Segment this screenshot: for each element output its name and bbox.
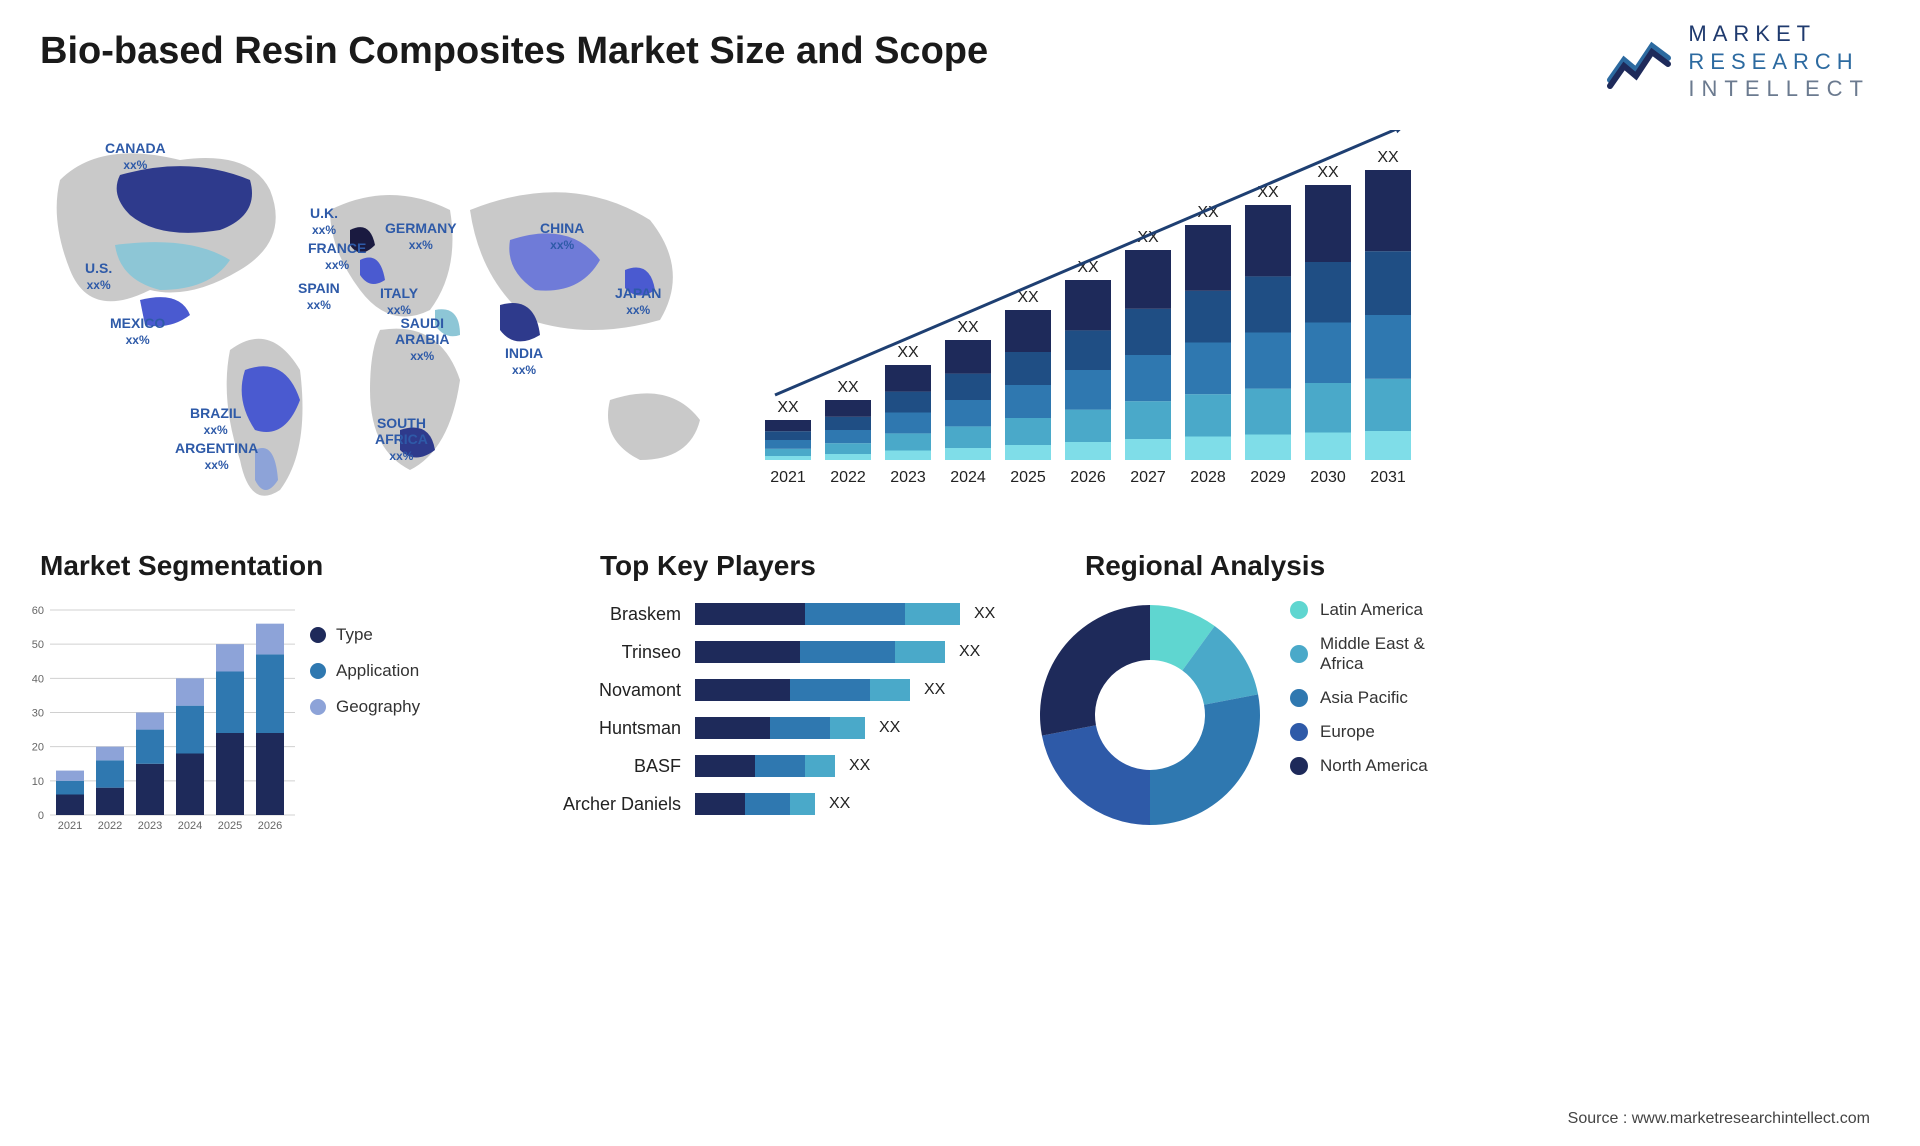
segmentation-svg: 0 10 20 30 40 50 60 2021 2022 2023 2024 2025 2026 — [20, 600, 300, 840]
regional-legend-item: North America — [1290, 756, 1428, 776]
svg-text:2024: 2024 — [950, 469, 986, 486]
regional-legend-item: Middle East &Africa — [1290, 634, 1428, 674]
map-label: CANADAxx% — [105, 140, 166, 173]
regional-title: Regional Analysis — [1085, 550, 1325, 582]
svg-text:2027: 2027 — [1130, 469, 1166, 486]
map-label: BRAZILxx% — [190, 405, 241, 438]
segmentation-title: Market Segmentation — [40, 550, 323, 582]
segmentation-chart: 0 10 20 30 40 50 60 2021 2022 2023 2024 2025 2026 — [20, 600, 300, 840]
key-player-row: NovamontXX — [545, 676, 1005, 704]
regional-legend: Latin America Middle East &Africa Asia Pac… — [1290, 600, 1428, 790]
svg-text:2022: 2022 — [98, 820, 122, 832]
regional-donut — [1035, 600, 1265, 830]
key-player-row: TrinseoXX — [545, 638, 1005, 666]
map-label: CHINAxx% — [540, 220, 584, 253]
svg-text:2028: 2028 — [1190, 469, 1226, 486]
logo-line-2: RESEARCH — [1688, 48, 1870, 76]
map-label: ARGENTINAxx% — [175, 440, 258, 473]
map-label: GERMANYxx% — [385, 220, 457, 253]
svg-text:2025: 2025 — [1010, 469, 1046, 486]
logo-line-1: MARKET — [1688, 20, 1870, 48]
regional-legend-item: Europe — [1290, 722, 1428, 742]
key-player-row: Archer DanielsXX — [545, 790, 1005, 818]
map-label: ITALYxx% — [380, 285, 418, 318]
svg-text:20: 20 — [32, 742, 44, 754]
svg-text:2026: 2026 — [1070, 469, 1106, 486]
svg-text:XX: XX — [777, 399, 799, 416]
regional-legend-item: Latin America — [1290, 600, 1428, 620]
svg-text:XX: XX — [1317, 164, 1339, 181]
key-player-row: HuntsmanXX — [545, 714, 1005, 742]
key-players-list: BraskemXX TrinseoXX NovamontXX HuntsmanXX BA… — [545, 600, 1005, 828]
svg-text:40: 40 — [32, 673, 44, 685]
map-label: SAUDIARABIAxx% — [395, 315, 449, 364]
key-players-title: Top Key Players — [600, 550, 816, 582]
svg-text:XX: XX — [837, 379, 859, 396]
svg-text:60: 60 — [32, 605, 44, 617]
segmentation-legend-item: Geography — [310, 697, 420, 717]
map-label: MEXICOxx% — [110, 315, 165, 348]
svg-text:XX: XX — [1377, 149, 1399, 166]
svg-text:30: 30 — [32, 708, 44, 720]
map-label: SPAINxx% — [298, 280, 340, 313]
segmentation-legend-item: Type — [310, 625, 420, 645]
svg-text:XX: XX — [897, 344, 919, 361]
logo-line-3: INTELLECT — [1688, 75, 1870, 103]
key-player-row: BraskemXX — [545, 600, 1005, 628]
svg-text:2030: 2030 — [1310, 469, 1346, 486]
regional-legend-item: Asia Pacific — [1290, 688, 1428, 708]
svg-text:2022: 2022 — [830, 469, 866, 486]
map-label: U.S.xx% — [85, 260, 112, 293]
svg-text:2024: 2024 — [178, 820, 202, 832]
brand-logo: MARKET RESEARCH INTELLECT — [1606, 20, 1870, 103]
regional-donut-svg — [1035, 600, 1265, 830]
svg-text:XX: XX — [957, 319, 979, 336]
svg-text:10: 10 — [32, 776, 44, 788]
map-label: JAPANxx% — [615, 285, 661, 318]
map-label: FRANCExx% — [308, 240, 366, 273]
map-label: SOUTHAFRICAxx% — [375, 415, 428, 464]
market-size-svg: XX2021XX2022XX2023XX2024XX2025XX2026XX20… — [750, 130, 1430, 500]
world-map: CANADAxx% U.S.xx% MEXICOxx% BRAZILxx%ARGENT… — [30, 120, 730, 520]
svg-text:2026: 2026 — [258, 820, 282, 832]
svg-text:2023: 2023 — [138, 820, 162, 832]
segmentation-legend: Type Application Geography — [310, 625, 420, 733]
svg-text:2021: 2021 — [58, 820, 82, 832]
svg-text:2029: 2029 — [1250, 469, 1286, 486]
segmentation-legend-item: Application — [310, 661, 420, 681]
svg-text:2025: 2025 — [218, 820, 242, 832]
source-credit: Source : www.marketresearchintellect.com — [1568, 1110, 1870, 1128]
market-size-chart: XX2021XX2022XX2023XX2024XX2025XX2026XX20… — [750, 130, 1430, 500]
svg-text:2023: 2023 — [890, 469, 926, 486]
svg-text:0: 0 — [38, 810, 44, 822]
page-title: Bio-based Resin Composites Market Size a… — [40, 30, 988, 73]
logo-icon — [1606, 32, 1674, 90]
key-player-row: BASFXX — [545, 752, 1005, 780]
svg-text:2021: 2021 — [770, 469, 806, 486]
svg-text:50: 50 — [32, 639, 44, 651]
map-label: INDIAxx% — [505, 345, 543, 378]
map-label: U.K.xx% — [310, 205, 338, 238]
svg-text:2031: 2031 — [1370, 469, 1406, 486]
